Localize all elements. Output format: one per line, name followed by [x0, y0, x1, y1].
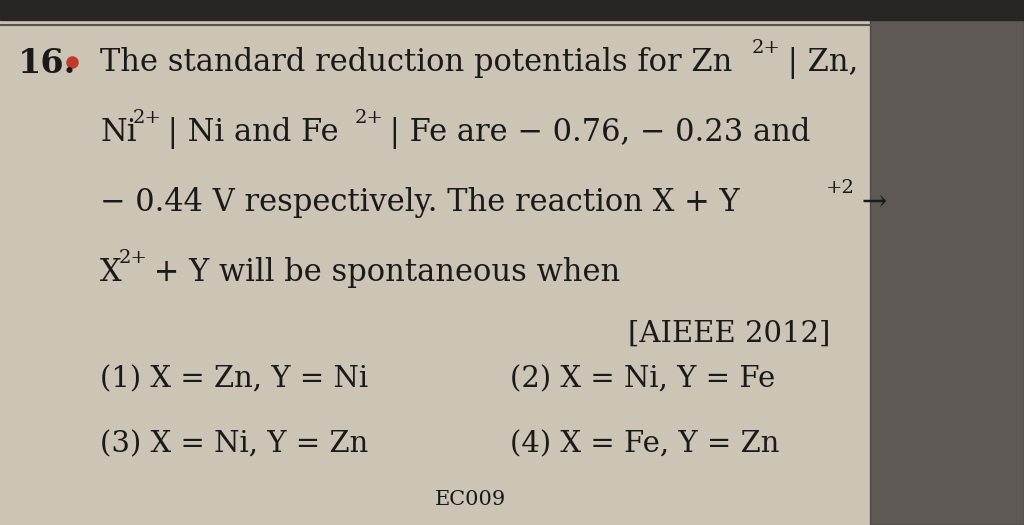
Text: (1) X = Zn, Y = Ni: (1) X = Zn, Y = Ni	[100, 365, 368, 393]
Text: (2) X = Ni, Y = Fe: (2) X = Ni, Y = Fe	[510, 365, 775, 393]
Text: 2+: 2+	[119, 249, 147, 267]
Text: [AIEEE 2012]: [AIEEE 2012]	[628, 320, 830, 348]
Text: +2: +2	[826, 179, 855, 197]
Text: 2+: 2+	[355, 109, 384, 127]
Text: 16.: 16.	[18, 47, 77, 80]
Text: 2+: 2+	[752, 39, 781, 57]
Text: →: →	[852, 187, 887, 218]
Text: − 0.44 V respectively. The reaction X + Y: − 0.44 V respectively. The reaction X + …	[100, 187, 739, 218]
Bar	[0, 0, 1024, 20]
Text: | Zn,: | Zn,	[778, 47, 858, 79]
Text: X: X	[100, 257, 122, 288]
Text: | Fe are − 0.76, − 0.23 and: | Fe are − 0.76, − 0.23 and	[380, 117, 810, 149]
Bar	[870, 0, 1024, 525]
Text: 2+: 2+	[133, 109, 162, 127]
Text: EC009: EC009	[434, 490, 506, 509]
Text: + Y will be spontaneous when: + Y will be spontaneous when	[144, 257, 621, 288]
Text: The standard reduction potentials for Zn: The standard reduction potentials for Zn	[100, 47, 732, 78]
Text: | Ni and Fe: | Ni and Fe	[158, 117, 339, 149]
Text: (4) X = Fe, Y = Zn: (4) X = Fe, Y = Zn	[510, 430, 779, 458]
Text: (3) X = Ni, Y = Zn: (3) X = Ni, Y = Zn	[100, 430, 369, 458]
Text: Ni: Ni	[100, 117, 136, 148]
